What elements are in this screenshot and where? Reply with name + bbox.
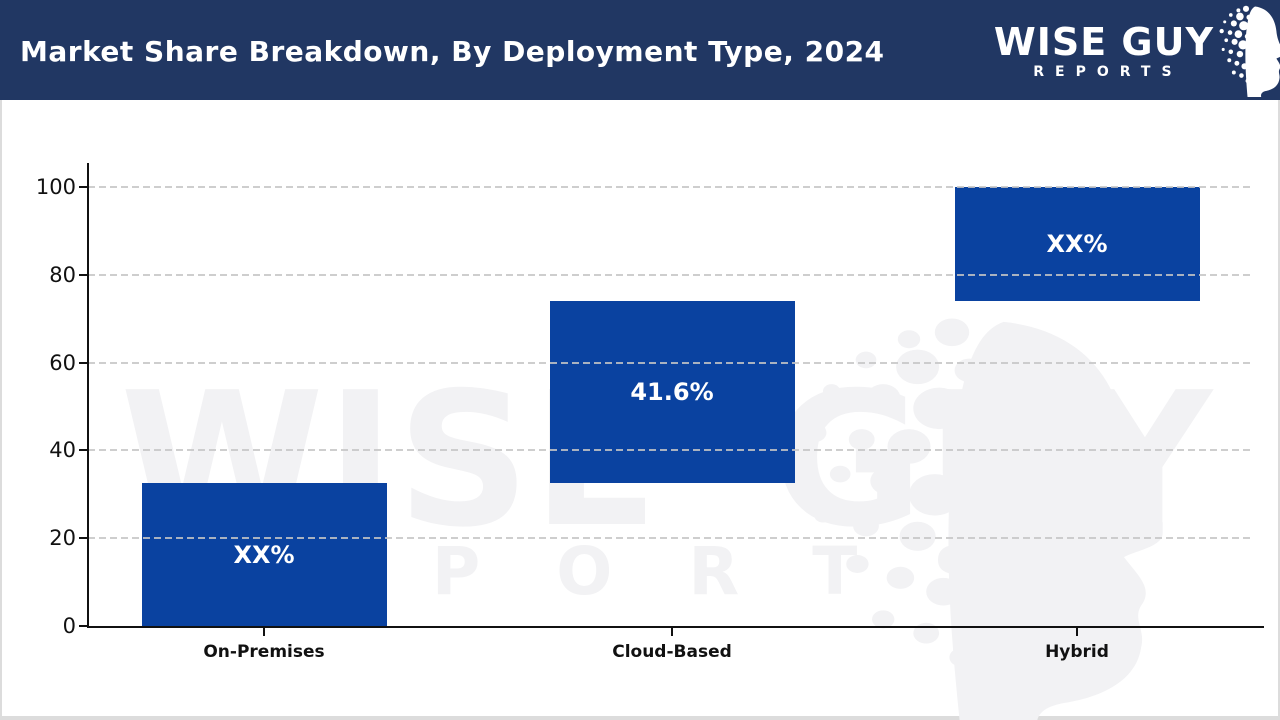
bar-label-on-premises: XX% [233, 540, 295, 569]
category-label-on-premises: On-Premises [203, 642, 325, 662]
y-tick-mark [79, 273, 87, 276]
y-tick-label-0: 0 [62, 614, 76, 638]
header-banner: Market Share Breakdown, By Deployment Ty… [0, 0, 1280, 100]
x-tick-mark [671, 628, 673, 636]
x-tick-mark [263, 628, 265, 636]
x-axis-line [87, 626, 1264, 628]
y-tick-label-100: 100 [35, 175, 76, 199]
y-tick-mark [79, 449, 87, 452]
y-tick-mark [79, 537, 87, 540]
y-tick-label-60: 60 [49, 350, 76, 375]
y-tick-label-20: 20 [49, 526, 76, 551]
face-profile-dots-icon [1208, 5, 1280, 97]
gridline-40 [88, 449, 1253, 452]
gridline-100 [88, 186, 1253, 188]
bar-label-cloud-based: 41.6% [630, 377, 714, 406]
logo-wordmark: WISE GUY REPORTS [994, 22, 1214, 80]
y-tick-mark [79, 625, 87, 627]
y-tick-label-40: 40 [49, 438, 76, 463]
bar-cloud-based: 41.6% [549, 300, 795, 484]
bar-hybrid: XX% [954, 187, 1200, 301]
gridline-60 [88, 361, 1253, 364]
logo-line1: WISE GUY [993, 20, 1214, 64]
gridline-80 [88, 273, 1253, 276]
y-tick-label-80: 80 [49, 262, 76, 287]
y-tick-mark [79, 361, 87, 364]
category-label-cloud-based: Cloud-Based [612, 642, 732, 662]
bar-label-hybrid: XX% [1046, 229, 1108, 258]
logo-line2: REPORTS [1033, 64, 1183, 80]
y-axis-line [87, 163, 89, 628]
x-tick-mark [1076, 628, 1078, 636]
gridline-20 [88, 537, 1253, 540]
bottom-border [0, 716, 1280, 720]
y-tick-mark [79, 186, 87, 188]
brand-logo: WISE GUY REPORTS [994, 0, 1280, 100]
category-label-hybrid: Hybrid [1045, 642, 1109, 662]
bar-on-premises: XX% [141, 483, 387, 626]
page-title: Market Share Breakdown, By Deployment Ty… [20, 35, 885, 68]
